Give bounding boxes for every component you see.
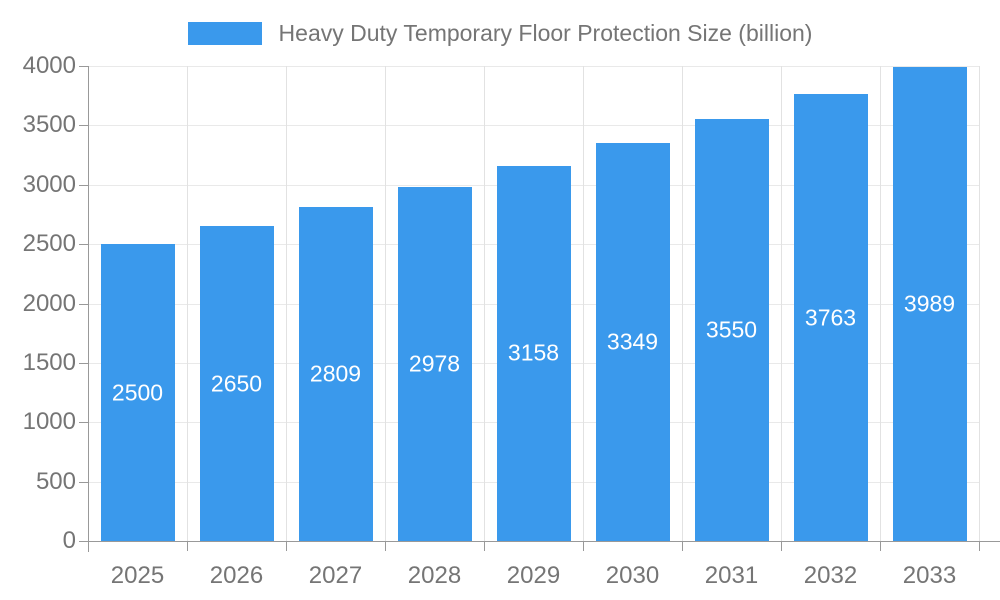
- bar-value-label: 3158: [507, 339, 560, 366]
- y-axis-tick-label: 2500: [22, 230, 76, 258]
- x-axis-tick-label: 2031: [704, 562, 759, 589]
- y-axis-tick-label: 2000: [22, 289, 76, 317]
- bar[interactable]: [397, 187, 472, 541]
- x-gridline: [187, 66, 188, 541]
- y-axis-tick-label: 500: [35, 467, 76, 495]
- y-axis-line: [88, 66, 89, 552]
- x-axis-tick-label: 2030: [605, 562, 660, 589]
- y-gridline: [88, 125, 979, 127]
- x-axis-tick-label: 2025: [110, 562, 165, 589]
- y-axis-tick-label: 1500: [22, 348, 76, 376]
- y-axis-tick: [79, 362, 88, 364]
- bar[interactable]: [496, 165, 571, 541]
- x-axis-tick-label: 2026: [209, 562, 264, 589]
- y-axis-tick: [79, 125, 88, 127]
- bar[interactable]: [595, 143, 670, 541]
- x-gridline: [682, 66, 683, 541]
- bar-value-label: 2650: [210, 370, 263, 397]
- y-axis-tick-label: 4000: [22, 52, 76, 79]
- legend[interactable]: Heavy Duty Temporary Floor Protection Si…: [0, 20, 1000, 47]
- bar-value-label: 3349: [606, 328, 659, 355]
- x-axis-tick-label: 2028: [407, 562, 462, 589]
- x-gridline: [880, 66, 881, 541]
- bar[interactable]: [694, 119, 769, 541]
- y-axis-tick: [79, 244, 88, 246]
- y-axis-tick: [79, 541, 88, 542]
- bar-value-label: 2978: [408, 350, 461, 377]
- x-gridline: [979, 66, 980, 541]
- x-axis-tick: [286, 541, 287, 551]
- bar[interactable]: [199, 226, 274, 541]
- x-axis-tick: [484, 541, 485, 551]
- x-axis-tick: [583, 541, 584, 551]
- bar[interactable]: [100, 244, 175, 541]
- x-gridline: [484, 66, 485, 541]
- x-axis-tick: [385, 541, 386, 551]
- bar-value-label: 2500: [111, 379, 164, 406]
- y-axis-tick-label: 0: [62, 527, 76, 554]
- x-axis-tick: [781, 541, 782, 551]
- x-axis-tick-label: 2027: [308, 562, 363, 589]
- x-axis-tick-label: 2029: [506, 562, 561, 589]
- bar-value-label: 3989: [903, 290, 956, 317]
- bar[interactable]: [298, 207, 373, 541]
- y-axis-tick: [79, 481, 88, 483]
- y-axis-tick-label: 1000: [22, 408, 76, 436]
- legend-swatch: [187, 22, 262, 45]
- x-gridline: [781, 66, 782, 541]
- bar-value-label: 3550: [705, 316, 758, 343]
- x-axis-tick: [682, 541, 683, 551]
- y-gridline: [88, 66, 979, 67]
- bar[interactable]: [892, 67, 967, 541]
- x-axis-tick: [979, 541, 980, 551]
- legend-label: Heavy Duty Temporary Floor Protection Si…: [278, 20, 813, 46]
- y-axis-tick: [79, 422, 88, 424]
- x-gridline: [286, 66, 287, 541]
- y-axis-tick-label: 3500: [22, 111, 76, 139]
- x-gridline: [583, 66, 584, 541]
- x-axis-tick-label: 2032: [803, 562, 858, 589]
- bar[interactable]: [793, 94, 868, 541]
- x-axis-tick-label: 2033: [902, 562, 957, 589]
- bar-value-label: 3763: [804, 304, 857, 331]
- bar-value-label: 2809: [309, 360, 362, 387]
- x-axis-tick: [187, 541, 188, 551]
- y-axis-tick-label: 3000: [22, 170, 76, 198]
- x-gridline: [385, 66, 386, 541]
- x-axis-tick: [880, 541, 881, 551]
- x-axis-line: [88, 541, 1000, 542]
- y-axis-tick: [79, 303, 88, 305]
- y-axis-tick: [79, 66, 88, 67]
- y-axis-tick: [79, 184, 88, 186]
